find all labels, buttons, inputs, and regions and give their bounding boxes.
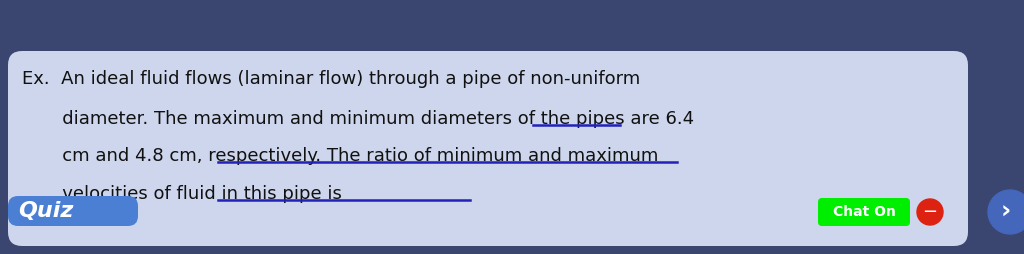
- Text: velocities of fluid in this pipe is: velocities of fluid in this pipe is: [22, 185, 342, 203]
- Text: cm and 4.8 cm, respectively. The ratio of minimum and maximum: cm and 4.8 cm, respectively. The ratio o…: [22, 147, 658, 165]
- Circle shape: [918, 199, 943, 225]
- Circle shape: [988, 190, 1024, 234]
- Text: diameter. The maximum and minimum diameters of the pipes are 6.4: diameter. The maximum and minimum diamet…: [22, 110, 694, 128]
- Text: −: −: [923, 203, 938, 221]
- FancyBboxPatch shape: [8, 196, 138, 226]
- Text: Quiz: Quiz: [18, 201, 74, 221]
- Text: Ex.  An ideal fluid flows (laminar flow) through a pipe of non-uniform: Ex. An ideal fluid flows (laminar flow) …: [22, 70, 640, 88]
- Text: Chat On: Chat On: [833, 205, 895, 219]
- FancyBboxPatch shape: [8, 51, 968, 246]
- FancyBboxPatch shape: [818, 198, 910, 226]
- Text: ›: ›: [1000, 200, 1011, 224]
